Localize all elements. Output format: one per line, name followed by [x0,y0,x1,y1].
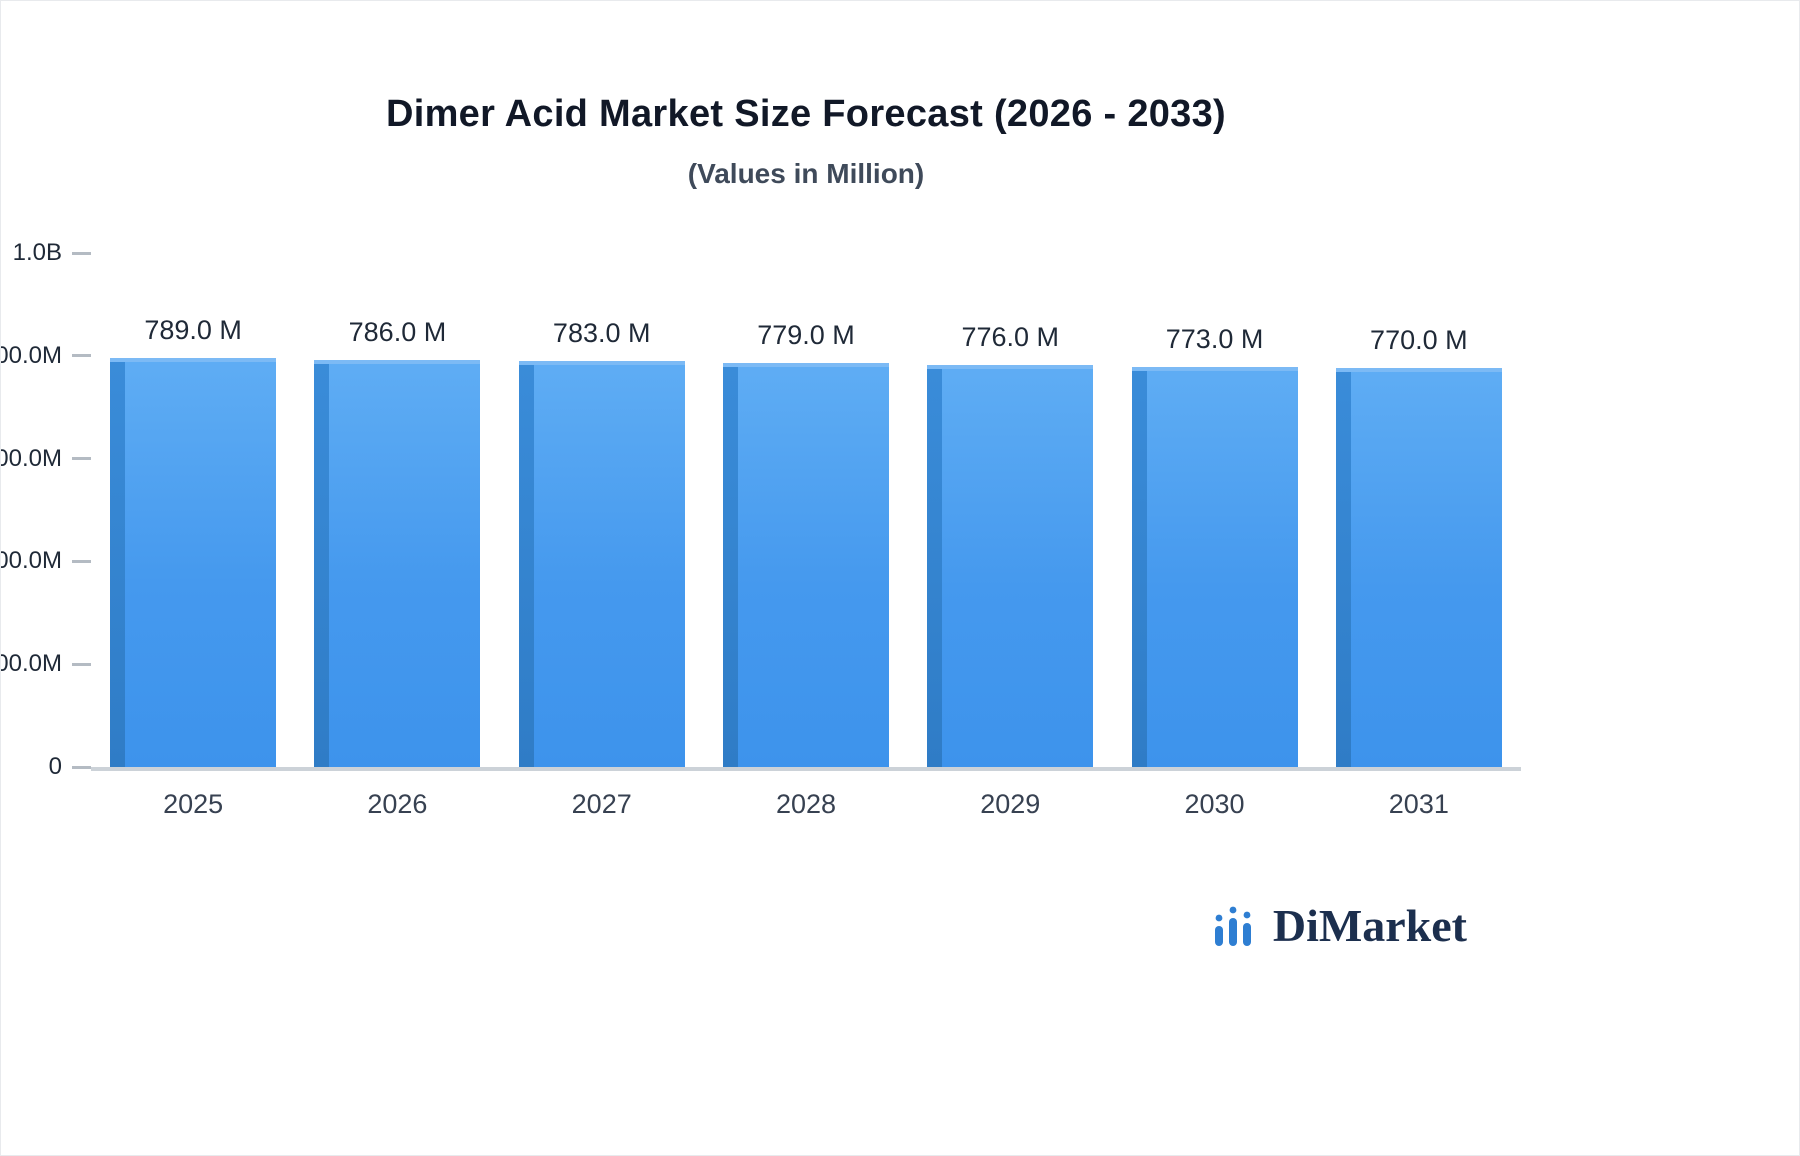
bar-2029: 776.0 M [927,322,1094,767]
y-axis-tick: 400.0M [1,547,91,575]
bar-slot: 786.0 M [295,253,499,767]
bar-2028: 779.0 M [722,320,889,767]
y-tick-mark [72,251,91,255]
y-axis-tick: 0 [49,753,91,781]
x-axis-label: 2031 [1388,789,1449,819]
bar-value-label: 773.0 M [1165,324,1264,354]
y-tick-label: 1.0B [12,239,62,266]
y-tick-mark [72,662,91,666]
x-axis-label: 2025 [163,789,224,819]
bar-slot: 773.0 M [1113,253,1317,767]
bar-value-label: 776.0 M [961,322,1060,352]
brand-name: DiMarket [1272,900,1467,951]
bar-2030: 773.0 M [1131,324,1298,767]
y-tick-mark [72,457,91,461]
bar-slot: 779.0 M [704,253,908,767]
x-axis-label: 2027 [571,789,632,819]
y-axis-tick: 200.0M [1,650,91,678]
y-tick-label: 200.0M [1,650,62,678]
chart-subtitle: (Values in Million) [687,158,925,189]
y-tick-mark [72,765,91,769]
plot-area: 789.0 M 786.0 M 783.0 M 779.0 M 776.0 M 773.0… [1,239,1521,780]
bar-value-label: 786.0 M [348,317,447,347]
x-axis-label: 2030 [1184,789,1245,819]
bar-value-label: 783.0 M [552,318,651,348]
bar-value-label: 789.0 M [144,315,242,345]
bar-value-label: 770.0 M [1370,325,1468,355]
y-tick-mark [72,559,91,563]
y-tick-label: 0 [48,753,62,780]
y-axis-tick: 800.0M [1,341,91,370]
bar-2031: 770.0 M [1335,325,1502,767]
y-axis-tick: 600.0M [1,444,91,473]
bar-chart-icon [1214,906,1251,946]
bar-slot: 783.0 M [500,253,704,767]
bar-value-label: 779.0 M [757,320,855,350]
chart-header: Dimer Acid Market Size Forecast (2026 - … [91,1,1521,190]
x-axis-label: 2029 [980,789,1041,819]
bar-slot: 770.0 M [1317,253,1521,767]
y-tick-label: 600.0M [1,444,62,472]
bar-2026: 786.0 M [314,317,481,767]
chart-title: Dimer Acid Market Size Forecast (2026 - … [385,93,1227,135]
chart-area: 789.0 M 786.0 M 783.0 M 779.0 M 776.0 M 773.0… [1,239,1521,820]
y-tick-label: 400.0M [1,547,62,575]
bar-2025: 789.0 M [110,315,277,767]
bar-2027: 783.0 M [518,318,685,767]
y-tick-label: 800.0M [1,341,62,369]
bar-slot: 789.0 M [91,253,295,767]
x-axis-label: 2028 [775,789,837,819]
y-axis-tick: 1.0B [13,239,91,267]
brand-logo: DiMarket [1211,901,1467,949]
bar-slot: 776.0 M [908,253,1112,767]
y-tick-mark [72,354,91,358]
x-axis: 2025 2026 2027 2028 2029 2030 2031 [91,789,1521,820]
x-axis-label: 2026 [367,789,428,819]
